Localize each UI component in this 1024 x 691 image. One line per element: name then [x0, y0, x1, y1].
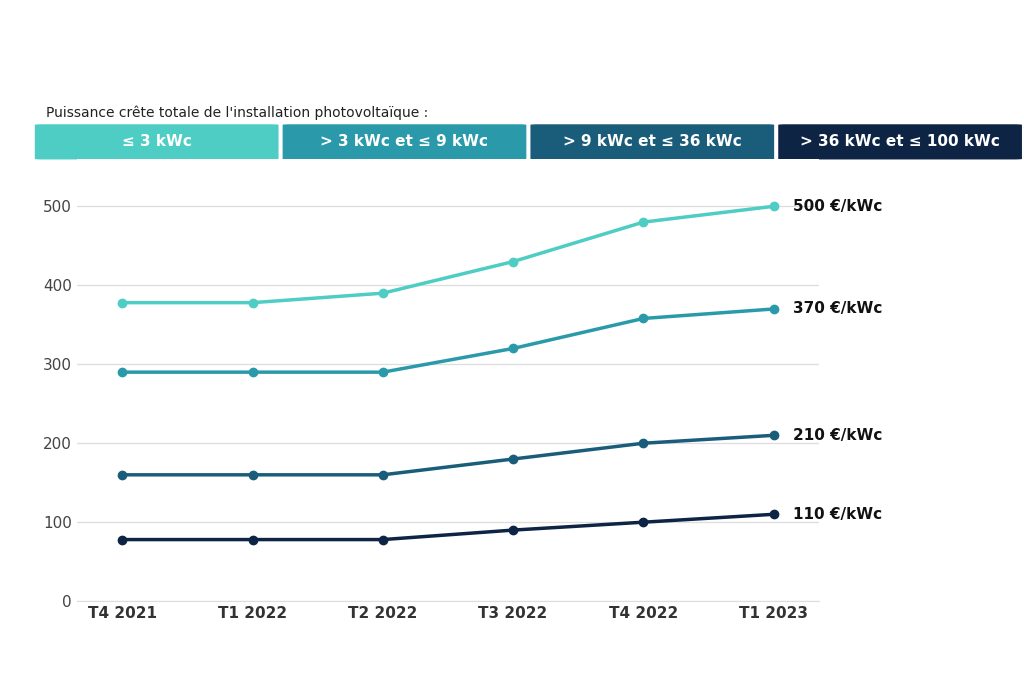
Text: Puissance crête totale de l'installation photovoltaïque :: Puissance crête totale de l'installation… — [46, 105, 428, 120]
Text: Données : Commission de régulation de l'énergie / Illustration : Choisir.com: Données : Commission de régulation de l'… — [234, 661, 790, 678]
FancyBboxPatch shape — [530, 124, 774, 160]
Text: > 3 kWc et ≤ 9 kWc: > 3 kWc et ≤ 9 kWc — [321, 134, 488, 149]
Text: ≤ 3 kWc: ≤ 3 kWc — [122, 134, 191, 149]
FancyBboxPatch shape — [35, 124, 279, 160]
Text: Évolution des primes à l'autoconsommation: Évolution des primes à l'autoconsommatio… — [35, 26, 989, 70]
Text: > 36 kWc et ≤ 100 kWc: > 36 kWc et ≤ 100 kWc — [800, 134, 1000, 149]
Text: > 9 kWc et ≤ 36 kWc: > 9 kWc et ≤ 36 kWc — [563, 134, 741, 149]
Text: 110 €/kWc: 110 €/kWc — [794, 507, 883, 522]
Text: 370 €/kWc: 370 €/kWc — [794, 301, 883, 316]
FancyBboxPatch shape — [283, 124, 526, 160]
Text: 500 €/kWc: 500 €/kWc — [794, 199, 883, 214]
Text: 210 €/kWc: 210 €/kWc — [794, 428, 883, 443]
FancyBboxPatch shape — [778, 124, 1022, 160]
